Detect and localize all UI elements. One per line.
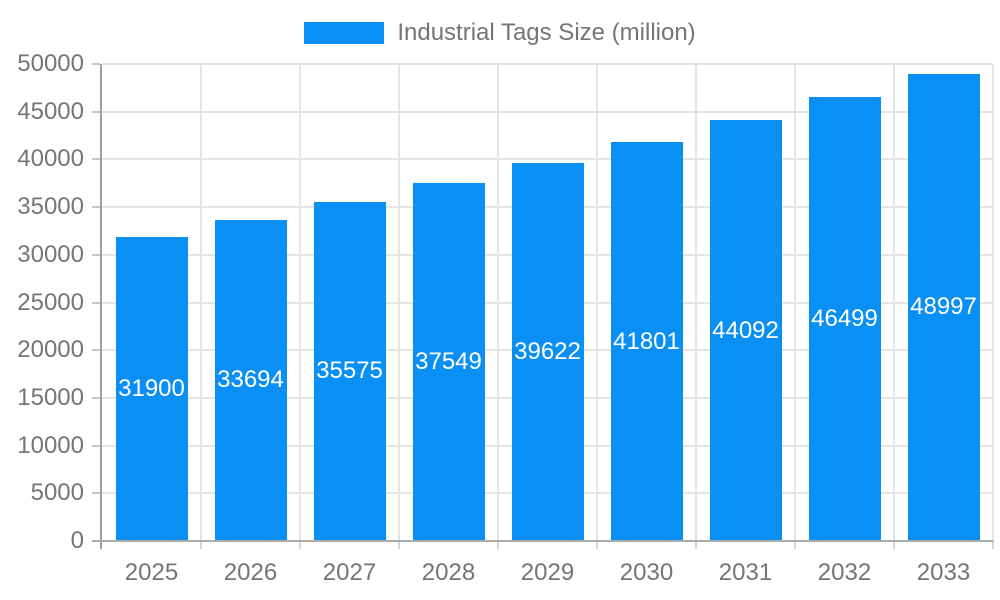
x-tick-label-2029: 2029	[520, 559, 575, 586]
y-axis-line	[100, 64, 102, 549]
bar-value-label-2025: 31900	[118, 374, 185, 402]
y-tick-40000	[92, 158, 100, 161]
v-gridline-2	[299, 64, 301, 541]
bar-value-label-2029: 39622	[514, 337, 581, 365]
y-tick-label-40000: 40000	[17, 145, 84, 173]
legend-swatch	[304, 22, 385, 44]
v-gridline-5	[596, 64, 598, 541]
y-tick-label-20000: 20000	[17, 336, 84, 364]
y-tick-30000	[92, 253, 100, 256]
y-tick-label-25000: 25000	[17, 288, 84, 316]
y-tick-5000	[92, 492, 100, 495]
v-gridline-4	[497, 64, 499, 541]
x-tick-9	[992, 541, 994, 549]
y-tick-50000	[92, 63, 100, 65]
bar-2029: 39622	[511, 163, 584, 541]
x-tick-label-2032: 2032	[817, 559, 872, 586]
x-tick-label-2030: 2030	[619, 559, 674, 586]
x-tick-6	[695, 541, 697, 549]
bar-2028: 37549	[412, 182, 485, 541]
bar-value-label-2033: 48997	[910, 293, 977, 321]
bar-2027: 35575	[313, 201, 386, 541]
x-tick-label-2028: 2028	[421, 559, 476, 586]
v-gridline-3	[398, 64, 400, 541]
y-tick-label-35000: 35000	[17, 193, 84, 221]
x-tick-1	[200, 541, 202, 549]
v-gridline-7	[794, 64, 796, 541]
bar-value-label-2027: 35575	[316, 357, 383, 385]
x-tick-label-2031: 2031	[718, 559, 773, 586]
y-tick-35000	[92, 206, 100, 209]
x-tick-label-2027: 2027	[322, 559, 377, 586]
y-tick-label-50000: 50000	[17, 50, 84, 77]
y-tick-label-45000: 45000	[17, 97, 84, 125]
bar-2031: 44092	[709, 120, 782, 541]
x-tick-7	[794, 541, 796, 549]
y-tick-25000	[92, 301, 100, 304]
x-tick-8	[893, 541, 895, 549]
v-gridline-8	[893, 64, 895, 541]
y-tick-15000	[92, 396, 100, 399]
bar-value-label-2026: 33694	[217, 366, 284, 394]
bar-2025: 31900	[115, 236, 188, 541]
legend-item-industrial-tags[interactable]: Industrial Tags Size (million)	[304, 19, 696, 47]
y-tick-label-15000: 15000	[17, 383, 84, 411]
y-tick-45000	[92, 110, 100, 113]
x-tick-4	[497, 541, 499, 549]
v-gridline-9	[992, 64, 994, 541]
v-gridline-1	[200, 64, 202, 541]
x-tick-3	[398, 541, 400, 549]
y-tick-10000	[92, 444, 100, 447]
x-tick-label-2026: 2026	[223, 559, 278, 586]
legend-label: Industrial Tags Size (million)	[397, 19, 696, 46]
y-tick-label-30000: 30000	[17, 240, 84, 268]
bar-value-label-2032: 46499	[811, 305, 878, 333]
x-axis-line	[92, 540, 993, 542]
bar-value-label-2031: 44092	[712, 316, 779, 344]
y-tick-label-0: 0	[70, 527, 84, 554]
y-tick-20000	[92, 349, 100, 352]
bar-2026: 33694	[214, 219, 287, 541]
x-tick-5	[596, 541, 598, 549]
x-tick-2	[299, 541, 301, 549]
h-gridline-45000	[102, 110, 993, 113]
legend: Industrial Tags Size (million)	[0, 19, 1000, 47]
bar-value-label-2028: 37549	[415, 347, 482, 375]
h-gridline-40000	[102, 158, 993, 161]
plot-area: 31900 33694 35575 37549 39622 41801 44092 46499…	[17, 50, 994, 586]
bar-2032: 46499	[808, 97, 881, 541]
bar-2033: 48997	[907, 73, 980, 541]
h-gridline-50000	[102, 63, 993, 65]
v-gridline-6	[695, 64, 697, 541]
y-tick-label-5000: 5000	[30, 479, 84, 507]
x-tick-label-2033: 2033	[916, 559, 971, 586]
y-tick-label-10000: 10000	[17, 431, 84, 459]
bar-value-label-2030: 41801	[613, 327, 680, 355]
bar-2030: 41801	[610, 142, 683, 541]
x-tick-label-2025: 2025	[124, 559, 179, 586]
